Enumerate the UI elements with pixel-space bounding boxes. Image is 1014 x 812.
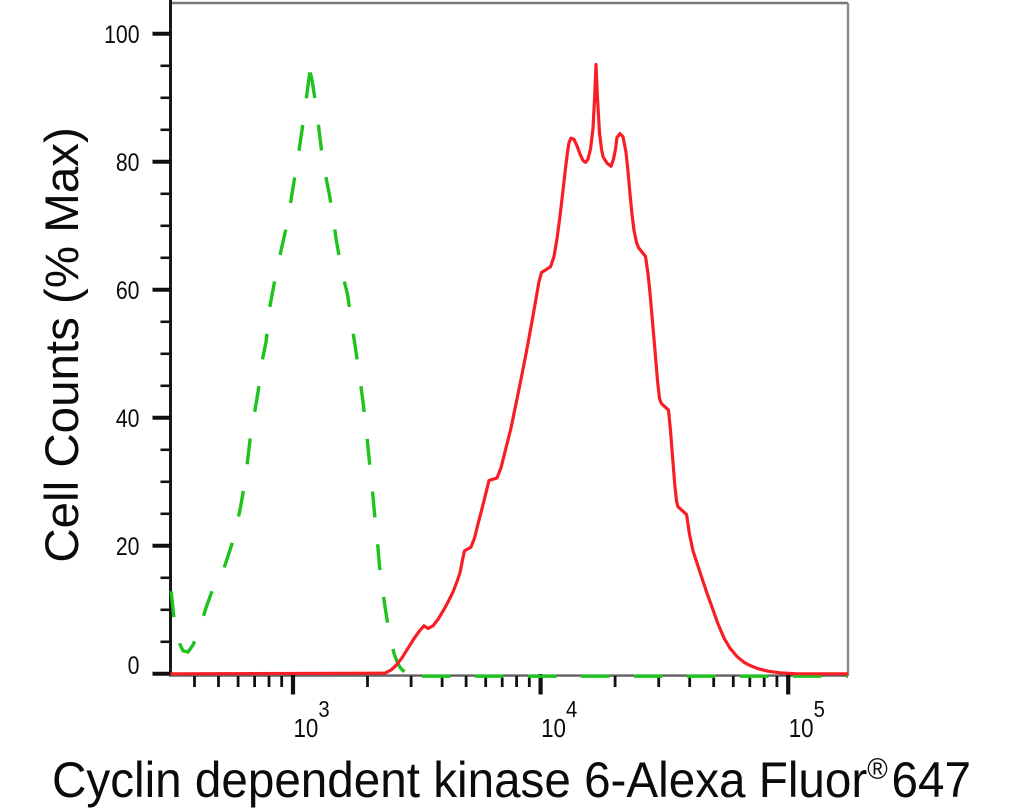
svg-text:100: 100 [104,20,139,48]
svg-text:Cell Counts (% Max): Cell Counts (% Max) [36,127,89,563]
svg-text:40: 40 [116,404,140,432]
svg-text:0: 0 [128,651,140,679]
svg-text:20: 20 [116,532,140,560]
svg-text:Cyclin dependent kinase 6-Alex: Cyclin dependent kinase 6-Alexa Fluor®64… [52,753,971,809]
svg-text:80: 80 [116,148,140,176]
svg-text:60: 60 [116,276,140,304]
